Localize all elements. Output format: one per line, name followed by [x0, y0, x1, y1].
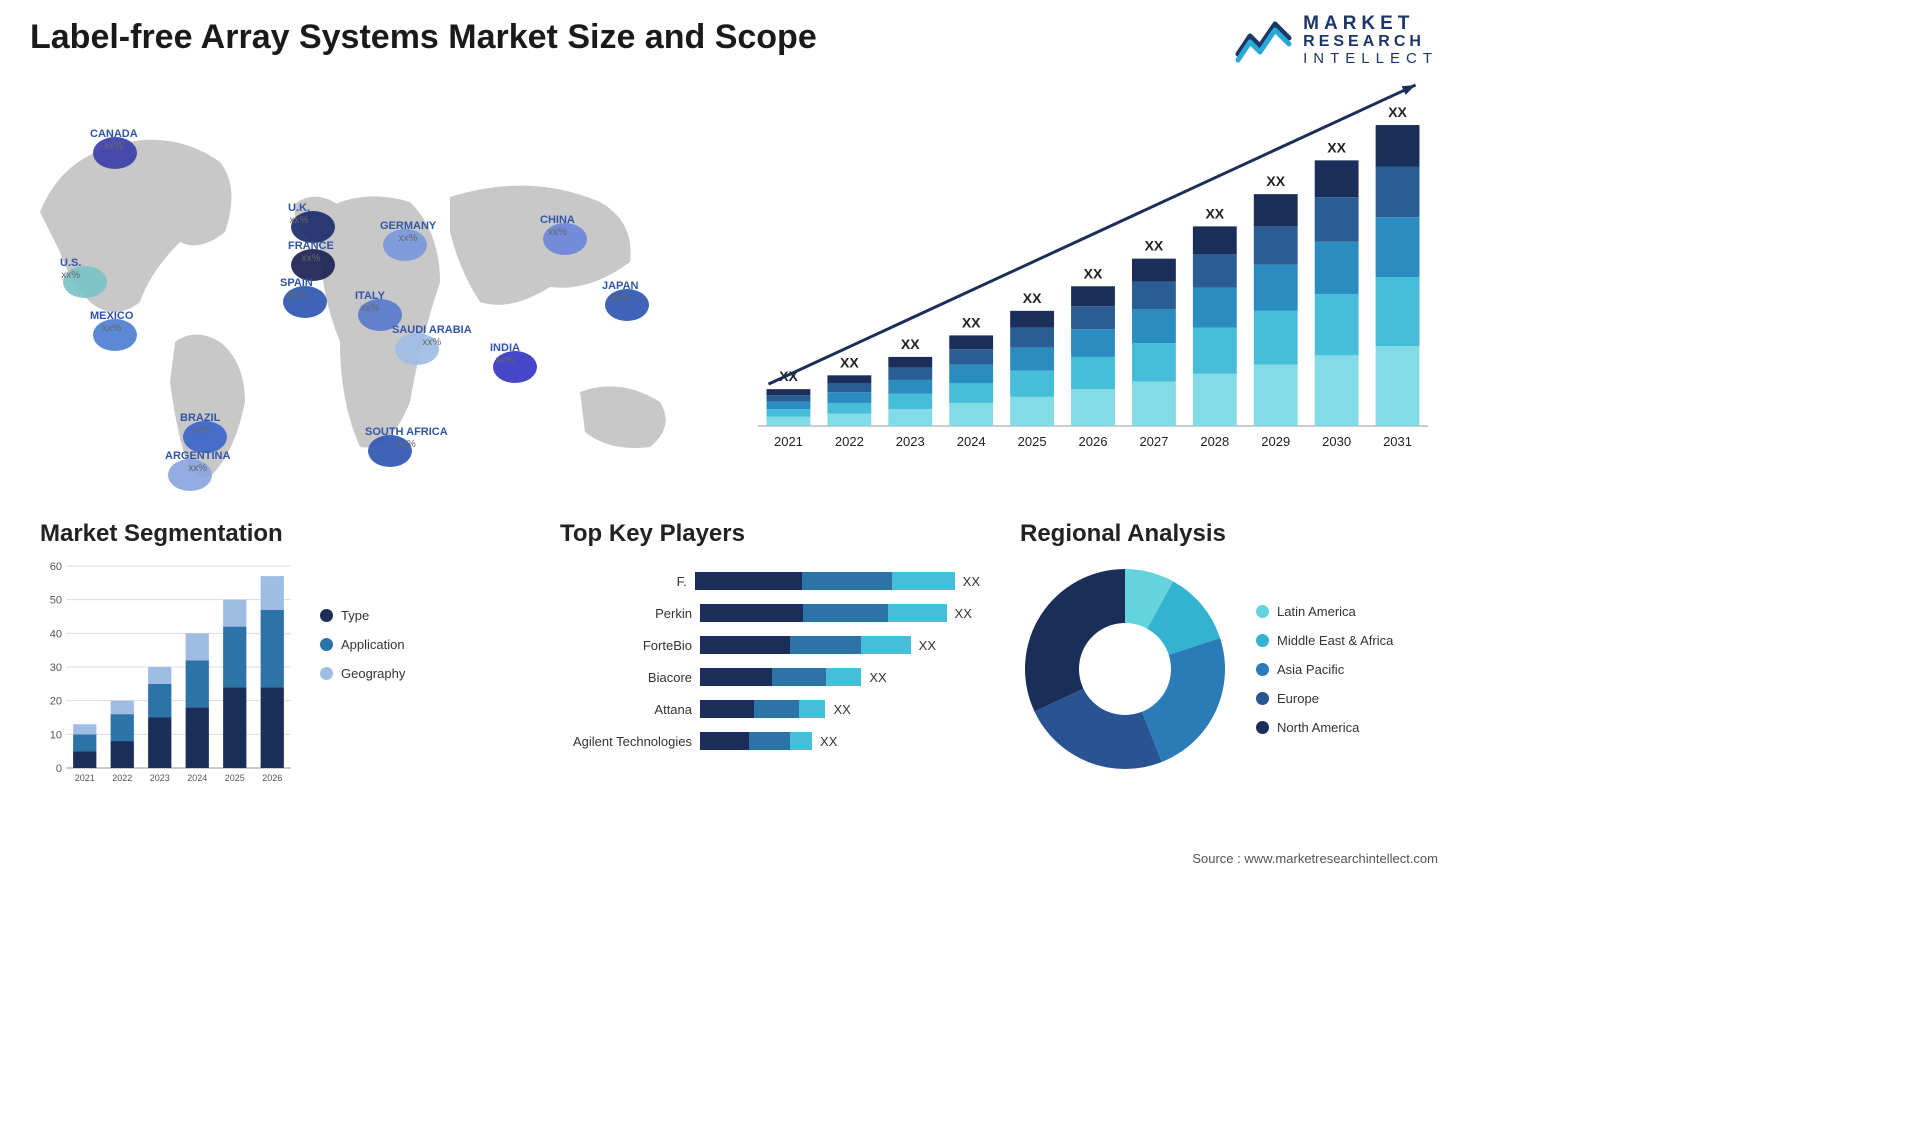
logo-mark-icon — [1235, 14, 1293, 66]
svg-text:XX: XX — [1327, 139, 1346, 155]
segmentation-section: Market Segmentation 0 10 20 30 40 50 60 2021 202… — [40, 520, 470, 788]
svg-text:60: 60 — [50, 561, 62, 573]
seg-legend-item: Application — [320, 637, 405, 652]
svg-text:0: 0 — [56, 763, 62, 775]
svg-text:2029: 2029 — [1261, 434, 1290, 449]
regional-heading: Regional Analysis — [1020, 520, 1450, 548]
regional-section: Regional Analysis Latin America Middle Ea… — [1020, 520, 1450, 774]
map-label-u-k-: U.K.xx% — [288, 202, 310, 226]
svg-text:2021: 2021 — [774, 434, 803, 449]
map-label-france: FRANCExx% — [288, 240, 334, 264]
segmentation-chart-svg: 0 10 20 30 40 50 60 2021 2022 2023 2024 2025 2026 — [40, 558, 295, 788]
svg-text:2024: 2024 — [957, 434, 986, 449]
svg-text:2031: 2031 — [1383, 434, 1412, 449]
map-label-mexico: MEXICOxx% — [90, 310, 133, 334]
svg-text:XX: XX — [1205, 205, 1224, 221]
svg-text:20: 20 — [50, 696, 62, 708]
regional-legend-item: Europe — [1256, 691, 1393, 706]
svg-text:2024: 2024 — [187, 773, 207, 783]
brand-logo: MARKET RESEARCH INTELLECT — [1235, 14, 1438, 66]
seg-legend-item: Type — [320, 608, 405, 623]
key-player-row: BiacoreXX — [560, 666, 980, 688]
map-label-germany: GERMANYxx% — [380, 220, 436, 244]
segmentation-legend: Type Application Geography — [320, 608, 405, 681]
map-label-canada: CANADAxx% — [90, 128, 138, 152]
regional-legend: Latin America Middle East & Africa Asia Pa… — [1256, 604, 1393, 735]
source-caption: Source : www.marketresearchintellect.com — [1192, 851, 1438, 866]
svg-text:2028: 2028 — [1200, 434, 1229, 449]
world-map: CANADAxx% U.S.xx% MEXICOxx% BRAZILxx% ARGENT… — [20, 92, 720, 492]
key-player-row: AttanaXX — [560, 698, 980, 720]
map-label-u-s-: U.S.xx% — [60, 257, 81, 281]
svg-text:2025: 2025 — [1018, 434, 1047, 449]
key-players-chart: F.XX PerkinXX ForteBioXX BiacoreXX AttanaXX A… — [560, 570, 980, 752]
logo-line1: MARKET — [1303, 14, 1438, 34]
svg-text:30: 30 — [50, 662, 62, 674]
key-player-row: Agilent TechnologiesXX — [560, 730, 980, 752]
key-player-row: PerkinXX — [560, 602, 980, 624]
svg-text:XX: XX — [1266, 173, 1285, 189]
svg-text:10: 10 — [50, 729, 62, 741]
svg-text:XX: XX — [840, 354, 859, 370]
svg-text:2030: 2030 — [1322, 434, 1351, 449]
segmentation-heading: Market Segmentation — [40, 520, 470, 548]
map-label-south-africa: SOUTH AFRICAxx% — [365, 426, 448, 450]
seg-legend-item: Geography — [320, 666, 405, 681]
svg-text:XX: XX — [1084, 265, 1103, 281]
regional-donut-svg — [1020, 564, 1230, 774]
page-title: Label-free Array Systems Market Size and… — [30, 18, 817, 57]
svg-text:XX: XX — [901, 336, 920, 352]
svg-text:2027: 2027 — [1139, 434, 1168, 449]
regional-legend-item: Latin America — [1256, 604, 1393, 619]
svg-text:50: 50 — [50, 595, 62, 607]
regional-legend-item: Asia Pacific — [1256, 662, 1393, 677]
svg-text:2022: 2022 — [835, 434, 864, 449]
key-players-section: Top Key Players F.XX PerkinXX ForteBioXX Bi… — [560, 520, 980, 762]
map-label-brazil: BRAZILxx% — [180, 412, 220, 436]
svg-text:XX: XX — [1145, 238, 1164, 254]
regional-legend-item: Middle East & Africa — [1256, 633, 1393, 648]
svg-text:XX: XX — [962, 314, 981, 330]
svg-text:XX: XX — [1388, 104, 1407, 120]
logo-line3: INTELLECT — [1303, 51, 1438, 67]
svg-text:2026: 2026 — [1079, 434, 1108, 449]
map-label-italy: ITALYxx% — [355, 290, 385, 314]
svg-text:2026: 2026 — [262, 773, 282, 783]
key-players-heading: Top Key Players — [560, 520, 980, 548]
svg-text:XX: XX — [1023, 290, 1042, 306]
svg-text:40: 40 — [50, 628, 62, 640]
map-label-saudi-arabia: SAUDI ARABIAxx% — [392, 324, 472, 348]
map-label-argentina: ARGENTINAxx% — [165, 450, 230, 474]
forecast-bar-chart: XX 2021 XX 2022 XX 2023 XX 2024 XX 2025 XX 2026 XX 20… — [748, 100, 1438, 460]
map-label-japan: JAPANxx% — [602, 280, 638, 304]
svg-text:2021: 2021 — [75, 773, 95, 783]
regional-legend-item: North America — [1256, 720, 1393, 735]
svg-text:2023: 2023 — [150, 773, 170, 783]
logo-line2: RESEARCH — [1303, 34, 1438, 51]
svg-text:2023: 2023 — [896, 434, 925, 449]
key-player-row: F.XX — [560, 570, 980, 592]
map-label-china: CHINAxx% — [540, 214, 575, 238]
forecast-bar-chart-svg: XX 2021 XX 2022 XX 2023 XX 2024 XX 2025 XX 2026 XX 20… — [748, 100, 1438, 460]
key-player-row: ForteBioXX — [560, 634, 980, 656]
svg-text:2025: 2025 — [225, 773, 245, 783]
map-label-spain: SPAINxx% — [280, 277, 313, 301]
map-label-india: INDIAxx% — [490, 342, 520, 366]
svg-text:2022: 2022 — [112, 773, 132, 783]
